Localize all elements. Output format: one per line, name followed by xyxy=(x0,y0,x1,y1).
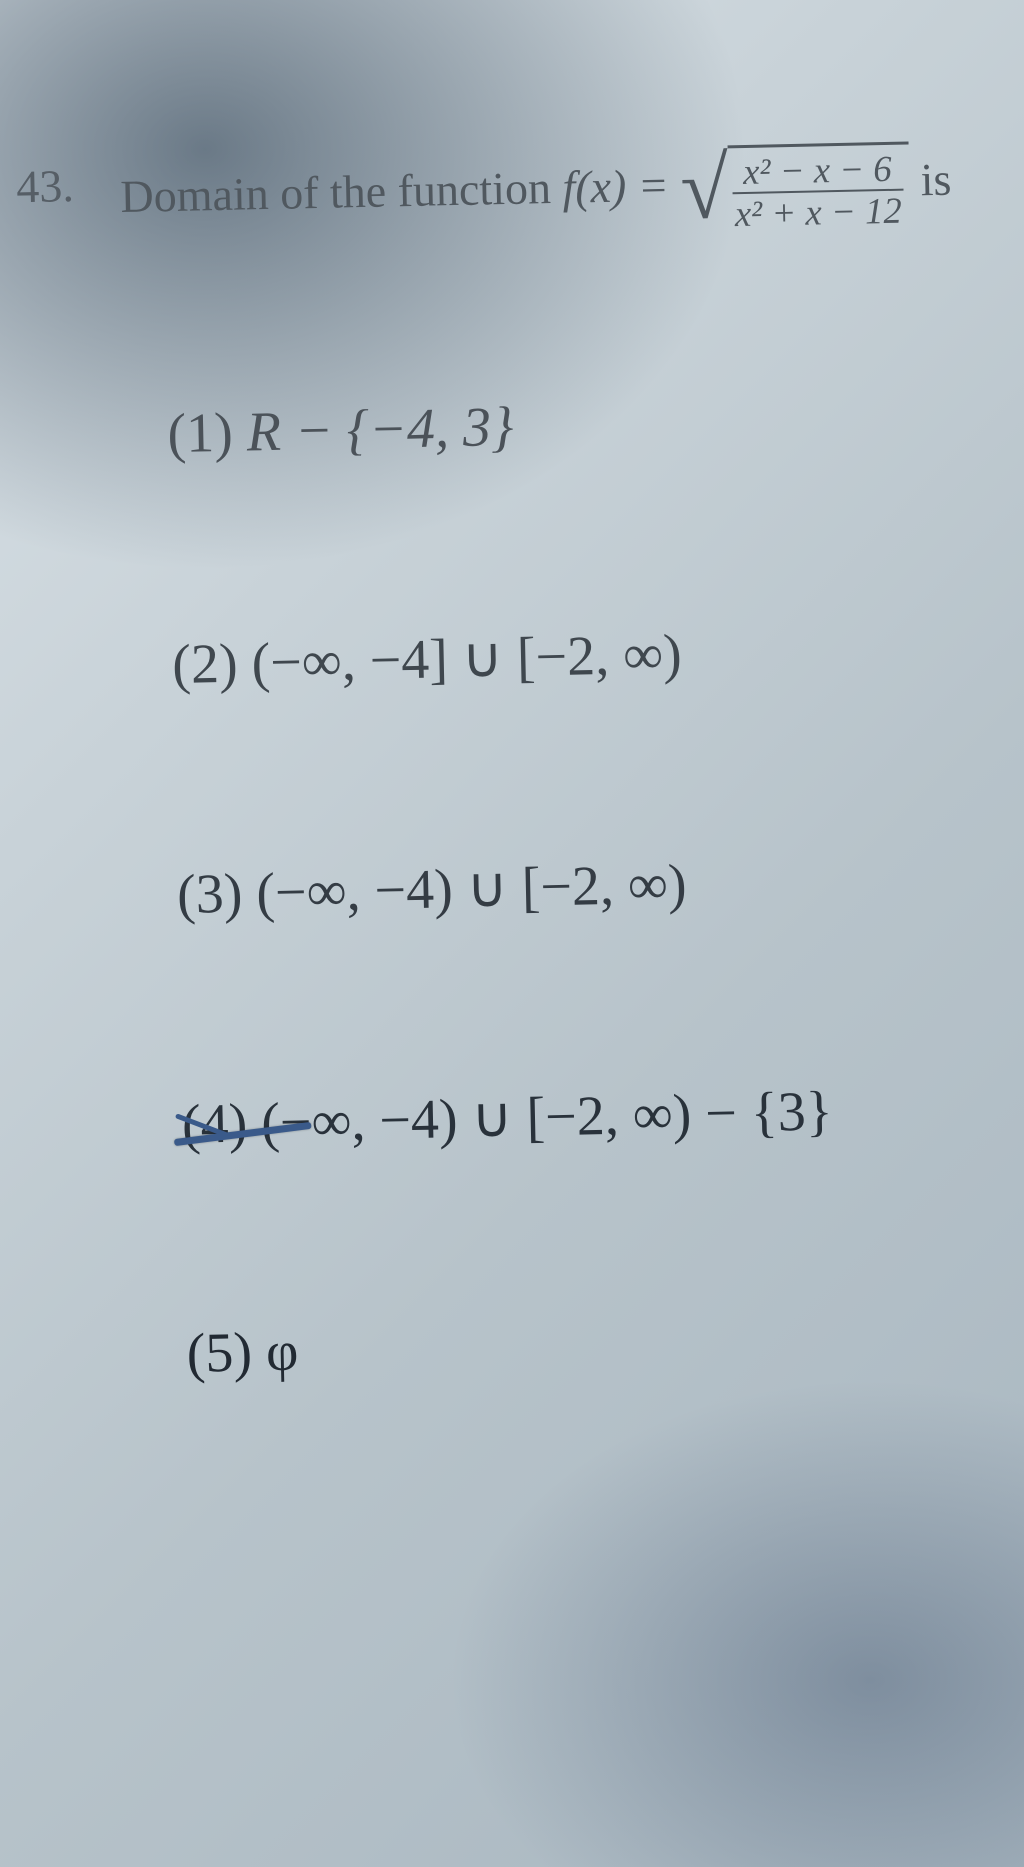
page-content: 43. Domain of the function f(x) = √ x² −… xyxy=(0,0,1024,1867)
radicand-numerator: x² − x − 6 xyxy=(741,149,894,192)
stem-suffix: is xyxy=(920,152,952,206)
option-body: (−∞, −4) ∪ [−2, ∞) − {3} xyxy=(261,1080,834,1154)
stem-prefix: Domain of the function xyxy=(120,161,552,223)
radicand-denominator: x² + x − 12 xyxy=(732,188,904,233)
option-body: R − {−4, 3} xyxy=(246,396,514,464)
option-5: (5) φ xyxy=(186,1320,299,1386)
option-1: (1) R − {−4, 3} xyxy=(167,395,514,466)
option-label: (5) xyxy=(186,1322,253,1385)
sqrt-icon: √ x² − x − 6 x² + x − 12 xyxy=(679,142,910,233)
option-4: (4) (−∞, −4) ∪ [−2, ∞) − {3} xyxy=(181,1078,833,1157)
radicand: x² − x − 6 x² + x − 12 xyxy=(727,142,910,232)
option-3: (3) (−∞, −4) ∪ [−2, ∞) xyxy=(176,851,687,927)
option-label: (1) xyxy=(167,402,234,465)
option-label: (3) xyxy=(176,863,243,926)
radical-sign-icon: √ xyxy=(680,151,730,238)
option-body: (−∞, −4) ∪ [−2, ∞) xyxy=(256,853,687,924)
option-body: (−∞, −4] ∪ [−2, ∞) xyxy=(251,623,682,694)
stem-func-lhs: f(x) = xyxy=(562,158,669,213)
question-number: 43. xyxy=(16,159,75,213)
option-body: φ xyxy=(265,1321,299,1384)
option-2: (2) (−∞, −4] ∪ [−2, ∞) xyxy=(172,621,683,697)
radicand-fraction: x² − x − 6 x² + x − 12 xyxy=(732,149,905,234)
option-label: (2) xyxy=(172,633,239,696)
question-stem: Domain of the function f(x) = √ x² − x −… xyxy=(120,141,953,245)
